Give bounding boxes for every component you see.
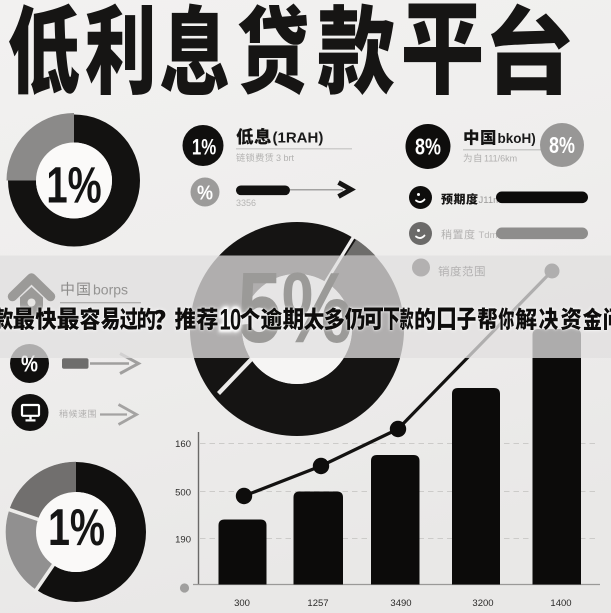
svg-text:3490: 3490 xyxy=(390,598,411,609)
svg-text:160: 160 xyxy=(175,439,191,450)
svg-text:3 brt: 3 brt xyxy=(276,153,295,163)
svg-text:10: 10 xyxy=(220,304,241,337)
svg-text:Tdm: Tdm xyxy=(479,230,498,241)
svg-text:1%: 1% xyxy=(46,156,101,214)
svg-text:1400: 1400 xyxy=(550,598,571,609)
svg-text:1%: 1% xyxy=(48,498,105,557)
svg-text:%: % xyxy=(197,183,213,205)
svg-text:500: 500 xyxy=(175,488,191,499)
svg-text:%: % xyxy=(21,352,38,377)
svg-text:10: 10 xyxy=(220,304,241,337)
svg-text:(1RAH): (1RAH) xyxy=(273,130,324,147)
svg-text:1257: 1257 xyxy=(307,598,328,609)
svg-text:8%: 8% xyxy=(549,133,575,159)
svg-text:3356: 3356 xyxy=(236,198,256,208)
svg-text:8%: 8% xyxy=(415,134,441,160)
svg-text:190: 190 xyxy=(175,535,191,546)
svg-text:bkoH): bkoH) xyxy=(498,131,536,146)
svg-text:10: 10 xyxy=(220,304,241,337)
svg-text:J11m: J11m xyxy=(479,195,502,206)
svg-text:3200: 3200 xyxy=(472,598,493,609)
svg-text:111/6km: 111/6km xyxy=(484,154,517,164)
svg-text:1%: 1% xyxy=(192,135,217,160)
svg-text:300: 300 xyxy=(234,598,250,609)
svg-text:borps: borps xyxy=(93,282,128,298)
